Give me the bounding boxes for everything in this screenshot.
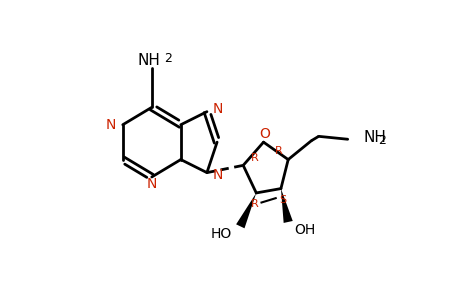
Text: N: N <box>212 168 222 182</box>
Text: N: N <box>106 118 116 132</box>
Text: OH: OH <box>294 223 315 237</box>
Text: NH: NH <box>363 130 386 145</box>
Text: N: N <box>212 102 222 116</box>
Text: N: N <box>147 177 157 191</box>
Text: R: R <box>250 153 258 163</box>
Text: R: R <box>275 146 282 156</box>
Polygon shape <box>281 189 293 223</box>
Text: HO: HO <box>211 227 232 241</box>
Text: NH: NH <box>137 53 160 68</box>
Text: S: S <box>279 195 286 205</box>
Text: R: R <box>251 199 259 209</box>
Text: O: O <box>259 127 271 141</box>
Text: 2: 2 <box>164 52 172 65</box>
Text: 2: 2 <box>378 134 386 146</box>
Polygon shape <box>236 193 256 228</box>
